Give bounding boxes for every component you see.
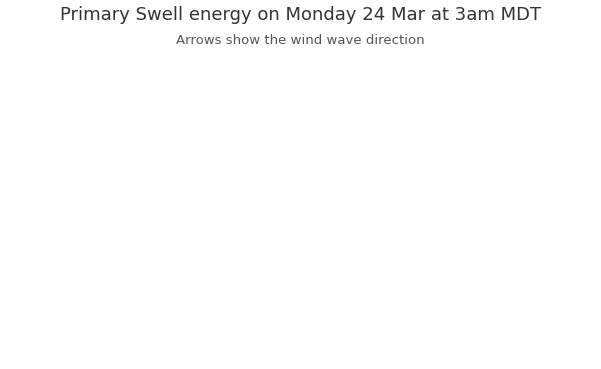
Text: Primary Swell energy on Monday 24 Mar at 3am MDT: Primary Swell energy on Monday 24 Mar at… <box>60 6 541 24</box>
Text: Arrows show the wind wave direction: Arrows show the wind wave direction <box>176 34 425 47</box>
Text: cartopy required: cartopy required <box>219 202 382 221</box>
